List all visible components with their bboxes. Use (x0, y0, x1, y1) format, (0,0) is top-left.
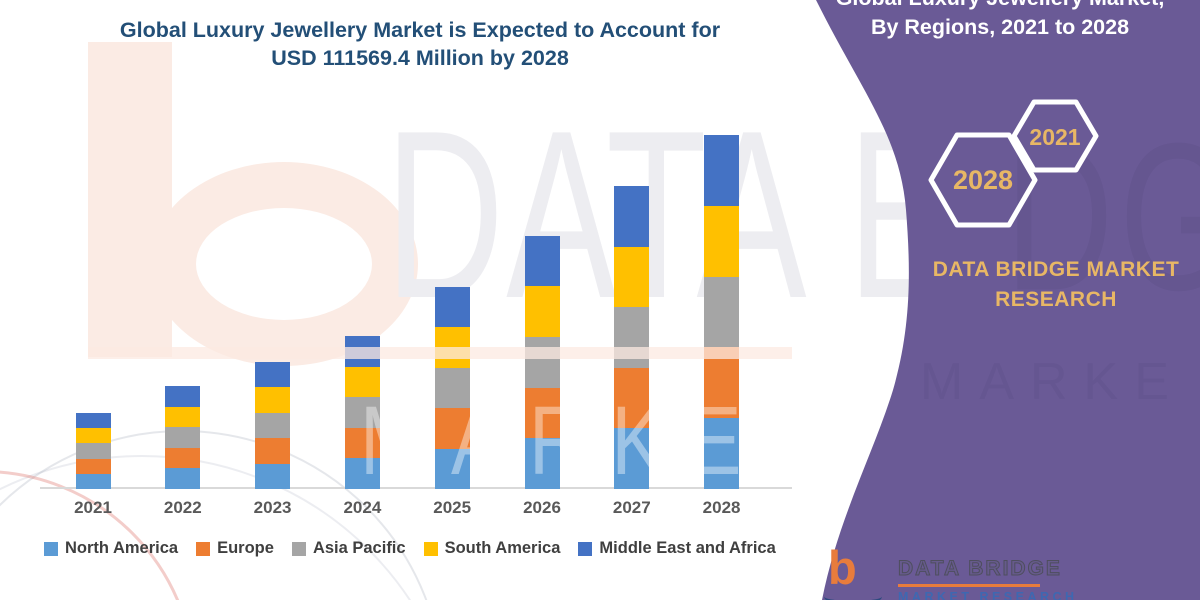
bar-segment-south-america (255, 387, 291, 413)
chart-title-line1: Global Luxury Jewellery Market is Expect… (119, 18, 721, 42)
bar-segment-north-america (75, 473, 111, 489)
stacked-bar-2026 (524, 235, 560, 489)
bar-segment-middle-east-and-africa (255, 362, 291, 388)
legend-item-south-america: South America (423, 539, 561, 558)
bar-segment-south-america (614, 246, 650, 308)
bar-segment-europe (524, 387, 560, 439)
bar-segment-north-america (704, 418, 740, 489)
panel-title: Global Luxury Jewellery Market, By Regio… (800, 0, 1200, 42)
stacked-bar-2021 (75, 413, 111, 489)
bar-segment-north-america (165, 468, 201, 489)
logo-swoosh-icon (824, 587, 882, 600)
hexagon-2021-label: 2021 (1029, 124, 1080, 150)
stacked-bar-2027 (614, 186, 650, 489)
legend-swatch (44, 541, 58, 556)
legend-swatch (423, 541, 438, 556)
legend-item-europe: Europe (196, 539, 274, 558)
legend-item-middle-east-and-africa: Middle East and Africa (578, 539, 776, 558)
bar-segment-asia-pacific (165, 427, 201, 448)
bar-segment-north-america (524, 438, 560, 489)
x-axis-label-2022: 2022 (163, 498, 202, 517)
bar-segment-south-america (704, 205, 740, 277)
bar-segment-europe (255, 438, 291, 464)
bar-segment-middle-east-and-africa (704, 135, 740, 206)
legend-label: Asia Pacific (312, 539, 406, 557)
bar-segment-asia-pacific (524, 336, 560, 388)
chart-title: Global Luxury Jewellery Market is Expect… (40, 16, 800, 72)
legend-label: South America (444, 539, 561, 557)
x-axis-label-2025: 2025 (433, 498, 472, 517)
legend-swatch (291, 541, 306, 556)
logo-b-icon: b (828, 541, 857, 594)
bar-segment-europe (434, 408, 470, 449)
x-axis-line (40, 487, 792, 489)
watermark-databridge-text: DATA B (385, 80, 960, 348)
x-axis-label-2027: 2027 (612, 498, 651, 517)
bar-segment-asia-pacific (344, 397, 380, 428)
legend-label: Europe (217, 539, 274, 557)
legend-swatch (196, 541, 211, 556)
bar-segment-asia-pacific (75, 443, 111, 459)
brand-line2: RESEARCH (995, 288, 1117, 311)
legend-item-asia-pacific: Asia Pacific (291, 539, 406, 558)
bar-segment-south-america (75, 428, 111, 444)
chart-legend: North America Europe Asia Pacific South Ame… (44, 539, 776, 558)
bar-segment-asia-pacific (255, 412, 291, 439)
legend-label: Middle East and Africa (599, 539, 776, 557)
chart-title-line2: USD 111569.4 Million by 2028 (271, 46, 569, 70)
stacked-bar-2024 (344, 336, 380, 489)
logo-sub-text: MARKET RESEARCH (898, 590, 1078, 600)
brand-line1: DATA BRIDGE MARKET (932, 258, 1180, 281)
bar-segment-north-america (614, 428, 650, 489)
stacked-bar-2028 (704, 135, 740, 489)
panel-title-line2: By Regions, 2021 to 2028 (870, 15, 1130, 39)
hexagon-2021 (1011, 99, 1099, 173)
legend-item-north-america: North America (44, 539, 178, 558)
watermark-band (88, 347, 792, 359)
bar-segment-europe (165, 447, 201, 469)
bar-segment-europe (704, 347, 740, 419)
bar-segment-middle-east-and-africa (434, 286, 470, 327)
bar-segment-europe (75, 458, 111, 474)
logo-name-text: DATA BRIDGE (898, 557, 1062, 581)
x-axis-label-2026: 2026 (523, 498, 561, 517)
x-axis-label-2021: 2021 (74, 498, 112, 517)
x-axis-label-2024: 2024 (343, 498, 382, 517)
bar-segment-middle-east-and-africa (165, 386, 201, 407)
legend-swatch (578, 541, 593, 556)
legend-label: North America (65, 539, 179, 557)
bar-segment-north-america (434, 448, 470, 489)
logo-underline (898, 584, 1040, 587)
bar-segment-south-america (524, 286, 560, 337)
panel-ghost-market: MARKE (920, 353, 1185, 411)
bar-segment-middle-east-and-africa (75, 413, 111, 429)
bar-segment-middle-east-and-africa (614, 186, 650, 247)
stacked-bar-2023 (255, 362, 291, 489)
panel-title-line1: Global Luxury Jewellery Market, (800, 0, 1200, 13)
bar-segment-middle-east-and-africa (524, 235, 560, 287)
bar-segment-north-america (344, 458, 380, 489)
x-axis-label-2028: 2028 (702, 498, 741, 517)
x-axis-label-2023: 2023 (253, 498, 292, 517)
watermark-logo-stem (88, 42, 172, 357)
hexagon-2028-label: 2028 (953, 165, 1013, 195)
bar-segment-asia-pacific (434, 367, 470, 408)
bar-segment-north-america (255, 463, 291, 489)
bar-segment-europe (614, 367, 650, 429)
bar-segment-south-america (344, 366, 380, 398)
purple-panel-path (816, 0, 1200, 600)
bar-segment-europe (344, 427, 380, 459)
hexagon-2028 (928, 132, 1038, 228)
bar-segment-asia-pacific (704, 276, 740, 348)
bar-segment-south-america (165, 406, 201, 428)
brand-text: DATA BRIDGE MARKET RESEARCH (900, 255, 1200, 315)
stacked-bar-2022 (165, 386, 201, 489)
